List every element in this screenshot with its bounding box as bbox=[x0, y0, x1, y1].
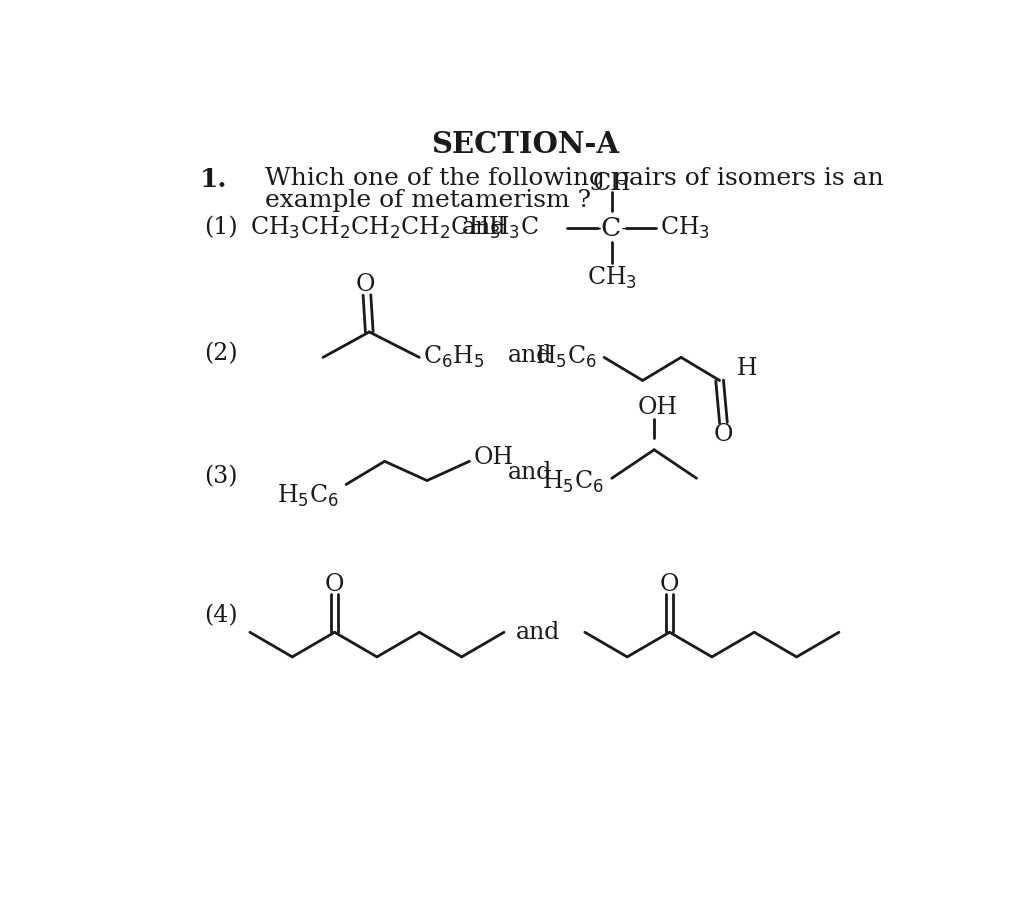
Text: and: and bbox=[462, 217, 506, 239]
Text: and: and bbox=[508, 461, 552, 485]
Text: example of metamerism ?: example of metamerism ? bbox=[265, 190, 592, 212]
Text: (3): (3) bbox=[204, 465, 238, 488]
Text: –C–: –C– bbox=[589, 216, 635, 241]
Text: H$_3$C: H$_3$C bbox=[487, 215, 539, 241]
Text: CH: CH bbox=[593, 172, 631, 195]
Text: (2): (2) bbox=[204, 342, 238, 365]
Text: OH: OH bbox=[473, 446, 513, 469]
Text: CH$_3$: CH$_3$ bbox=[587, 265, 637, 291]
Text: (4): (4) bbox=[204, 604, 238, 627]
Text: H$_5$C$_6$: H$_5$C$_6$ bbox=[543, 469, 604, 495]
Text: O: O bbox=[659, 573, 679, 596]
Text: O: O bbox=[325, 573, 344, 596]
Text: O: O bbox=[714, 423, 733, 446]
Text: Which one of the following pairs of isomers is an: Which one of the following pairs of isom… bbox=[265, 167, 884, 191]
Text: and: and bbox=[515, 620, 560, 644]
Text: H$_5$C$_6$: H$_5$C$_6$ bbox=[535, 344, 596, 370]
Text: 1.: 1. bbox=[200, 167, 227, 192]
Text: (1): (1) bbox=[204, 217, 238, 239]
Text: H: H bbox=[736, 358, 757, 380]
Text: CH$_3$: CH$_3$ bbox=[659, 215, 710, 241]
Text: OH: OH bbox=[638, 396, 678, 419]
Text: C$_6$H$_5$: C$_6$H$_5$ bbox=[423, 344, 484, 370]
Text: H$_5$C$_6$: H$_5$C$_6$ bbox=[276, 483, 339, 509]
Text: CH$_3$CH$_2$CH$_2$CH$_2$CH$_3$: CH$_3$CH$_2$CH$_2$CH$_2$CH$_3$ bbox=[250, 215, 501, 241]
Text: and: and bbox=[508, 343, 552, 367]
Text: SECTION-A: SECTION-A bbox=[431, 130, 618, 159]
Text: O: O bbox=[355, 272, 375, 296]
